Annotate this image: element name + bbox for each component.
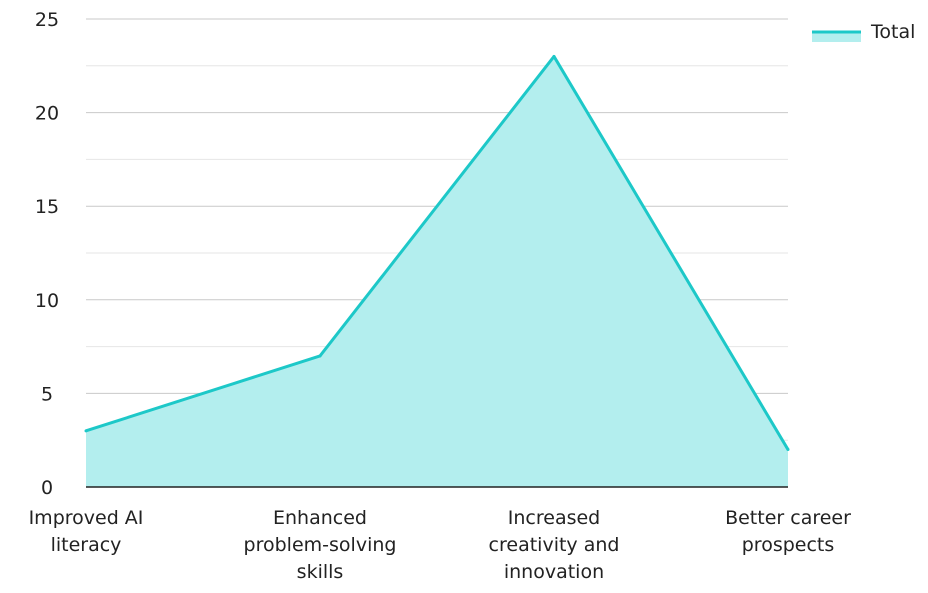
- legend: Total: [812, 21, 915, 43]
- x-tick-label-line: Increased: [508, 507, 600, 529]
- legend-label: Total: [870, 21, 915, 43]
- x-tick-label-line: innovation: [504, 561, 604, 583]
- plot-area: [84, 54, 790, 487]
- data-point: [786, 448, 790, 452]
- axes: 0 5 10 15 20 25 Improved AI literacy Enhanced pro…: [29, 9, 852, 583]
- data-point: [84, 429, 88, 433]
- data-point: [552, 54, 556, 58]
- x-tick-label: Enhanced problem-solving skills: [244, 507, 397, 583]
- y-tick-label: 0: [41, 477, 53, 499]
- series-area-fill: [86, 56, 788, 487]
- x-tick-label-line: creativity and: [489, 534, 620, 556]
- x-tick-label-line: Improved AI: [29, 507, 144, 529]
- y-tick-label: 5: [41, 383, 53, 405]
- data-point: [318, 354, 322, 358]
- x-tick-label: Better career prospects: [725, 507, 851, 556]
- x-tick-label-line: problem-solving: [244, 534, 397, 556]
- series-line: [85, 54, 790, 451]
- y-tick-label: 25: [35, 9, 59, 31]
- y-tick-label: 20: [35, 103, 59, 125]
- x-tick-label: Increased creativity and innovation: [489, 507, 620, 583]
- y-tick-label: 15: [35, 196, 59, 218]
- y-tick-label: 10: [35, 290, 59, 312]
- x-tick-label-line: skills: [297, 561, 344, 583]
- x-tick-label-line: prospects: [742, 534, 835, 556]
- x-tick-label: Improved AI literacy: [29, 507, 144, 556]
- x-tick-label-line: literacy: [51, 534, 122, 556]
- x-tick-label-line: Enhanced: [273, 507, 367, 529]
- x-tick-label-line: Better career: [725, 507, 851, 529]
